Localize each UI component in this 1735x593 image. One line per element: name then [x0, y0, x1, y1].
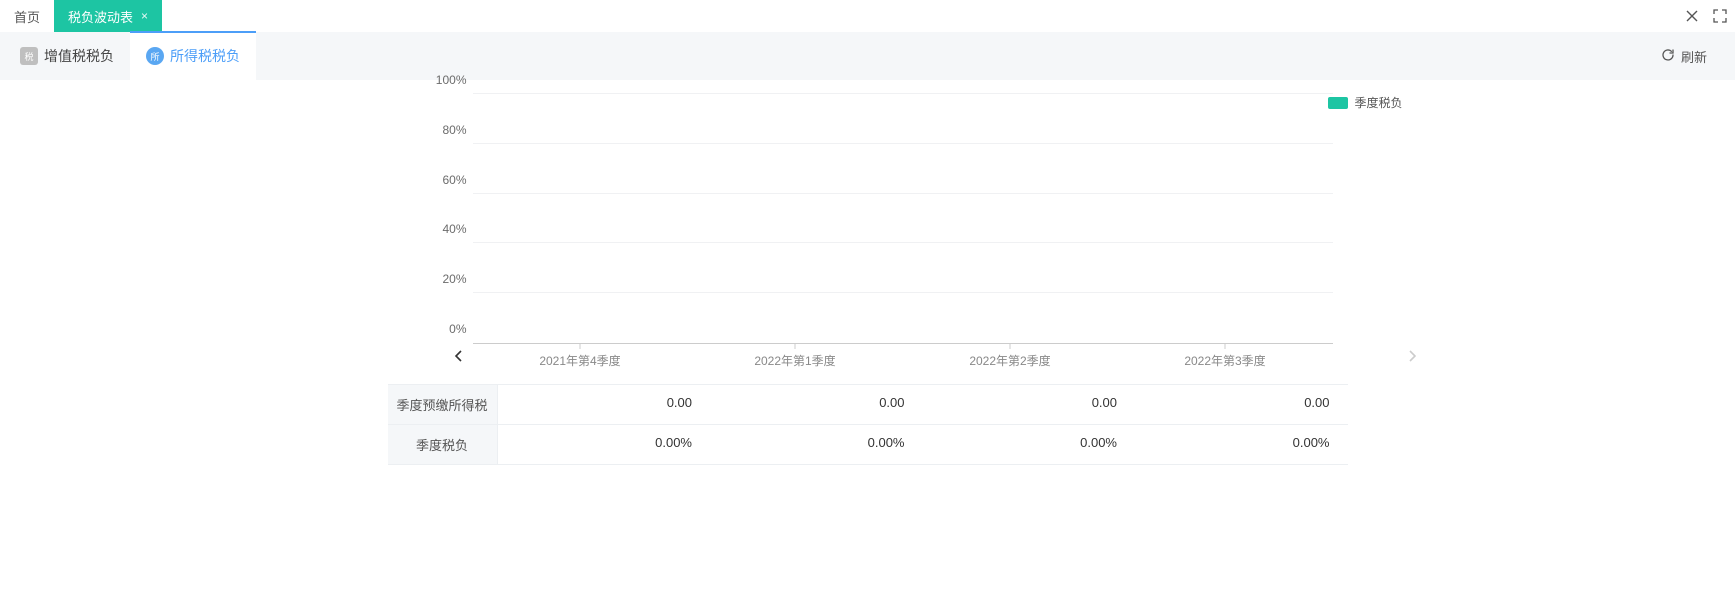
refresh-button[interactable]: 刷新 — [1661, 47, 1735, 66]
chart-y-label: 80% — [425, 123, 467, 137]
sub-tab-bar: 税 增值税税负 所 所得税税负 刷新 — [0, 32, 1735, 80]
data-table: 季度预缴所得税0.000.000.000.00季度税负0.00%0.00%0.0… — [388, 384, 1348, 465]
chart-x-label: 2022年第1季度 — [754, 352, 835, 369]
chart-gridline — [473, 193, 1333, 194]
tab-home[interactable]: 首页 — [0, 0, 54, 32]
tab-tax-fluctuation[interactable]: 税负波动表 × — [54, 0, 162, 32]
tab-home-label: 首页 — [14, 7, 40, 26]
chart-container: 季度税负 0%20%40%60%80%100% 2021年第4季度2022年第1… — [403, 94, 1333, 372]
table-row-header: 季度预缴所得税 — [388, 385, 498, 424]
refresh-label: 刷新 — [1681, 47, 1707, 66]
table-row: 季度税负0.00%0.00%0.00%0.00% — [388, 425, 1348, 465]
top-tab-bar: 首页 税负波动表 × — [0, 0, 1735, 32]
table-cell: 0.00% — [1135, 425, 1348, 464]
topbar-right — [1685, 9, 1735, 23]
table-row-header: 季度税负 — [388, 425, 498, 464]
table-cell: 0.00% — [498, 425, 711, 464]
chart-x-label: 2022年第3季度 — [1184, 352, 1265, 369]
subtab-income-tax-label: 所得税税负 — [170, 46, 240, 66]
chart-gridline — [473, 143, 1333, 144]
income-tax-icon: 所 — [146, 47, 164, 65]
table-cell: 0.00% — [923, 425, 1136, 464]
subtab-vat-label: 增值税税负 — [44, 46, 114, 66]
chart-x-tick — [795, 344, 796, 349]
chart-plot-area: 0%20%40%60%80%100% — [473, 94, 1333, 344]
chart-x-label: 2022年第2季度 — [969, 352, 1050, 369]
subtab-income-tax[interactable]: 所 所得税税负 — [130, 32, 256, 80]
chart-x-label: 2021年第4季度 — [539, 352, 620, 369]
chart-y-label: 0% — [425, 322, 467, 336]
table-cell: 0.00 — [498, 385, 711, 424]
close-icon[interactable] — [1685, 9, 1699, 23]
subtab-vat[interactable]: 税 增值税税负 — [4, 32, 130, 80]
chart-x-axis: 2021年第4季度 2022年第1季度 2022年第2季度 2022年第3季度 — [473, 344, 1333, 372]
table-cell: 0.00 — [710, 385, 923, 424]
table-cell: 0.00% — [710, 425, 923, 464]
tab-tax-fluctuation-label: 税负波动表 — [68, 7, 133, 26]
table-row: 季度预缴所得税0.000.000.000.00 — [388, 385, 1348, 425]
chart-y-label: 100% — [425, 73, 467, 87]
chart-x-tick — [1225, 344, 1226, 349]
content-area: 季度税负 0%20%40%60%80%100% 2021年第4季度 2022年第1… — [0, 80, 1735, 465]
table-cell: 0.00 — [923, 385, 1136, 424]
chart-gridline — [473, 93, 1333, 94]
chart-x-tick — [1010, 344, 1011, 349]
chart-legend: 季度税负 — [1328, 94, 1402, 111]
chart-gridline — [473, 292, 1333, 293]
chart-gridline — [473, 242, 1333, 243]
chart-y-label: 40% — [425, 222, 467, 236]
table-cell: 0.00 — [1135, 385, 1348, 424]
tab-close-icon[interactable]: × — [141, 9, 148, 23]
chart-y-label: 20% — [425, 272, 467, 286]
fullscreen-icon[interactable] — [1713, 9, 1727, 23]
vat-icon: 税 — [20, 47, 38, 65]
chart-y-label: 60% — [425, 173, 467, 187]
refresh-icon — [1661, 48, 1675, 65]
legend-label: 季度税负 — [1354, 94, 1402, 111]
chart-next-button[interactable] — [1406, 349, 1418, 365]
chart-prev-button[interactable] — [453, 349, 465, 365]
chart-x-tick — [580, 344, 581, 349]
